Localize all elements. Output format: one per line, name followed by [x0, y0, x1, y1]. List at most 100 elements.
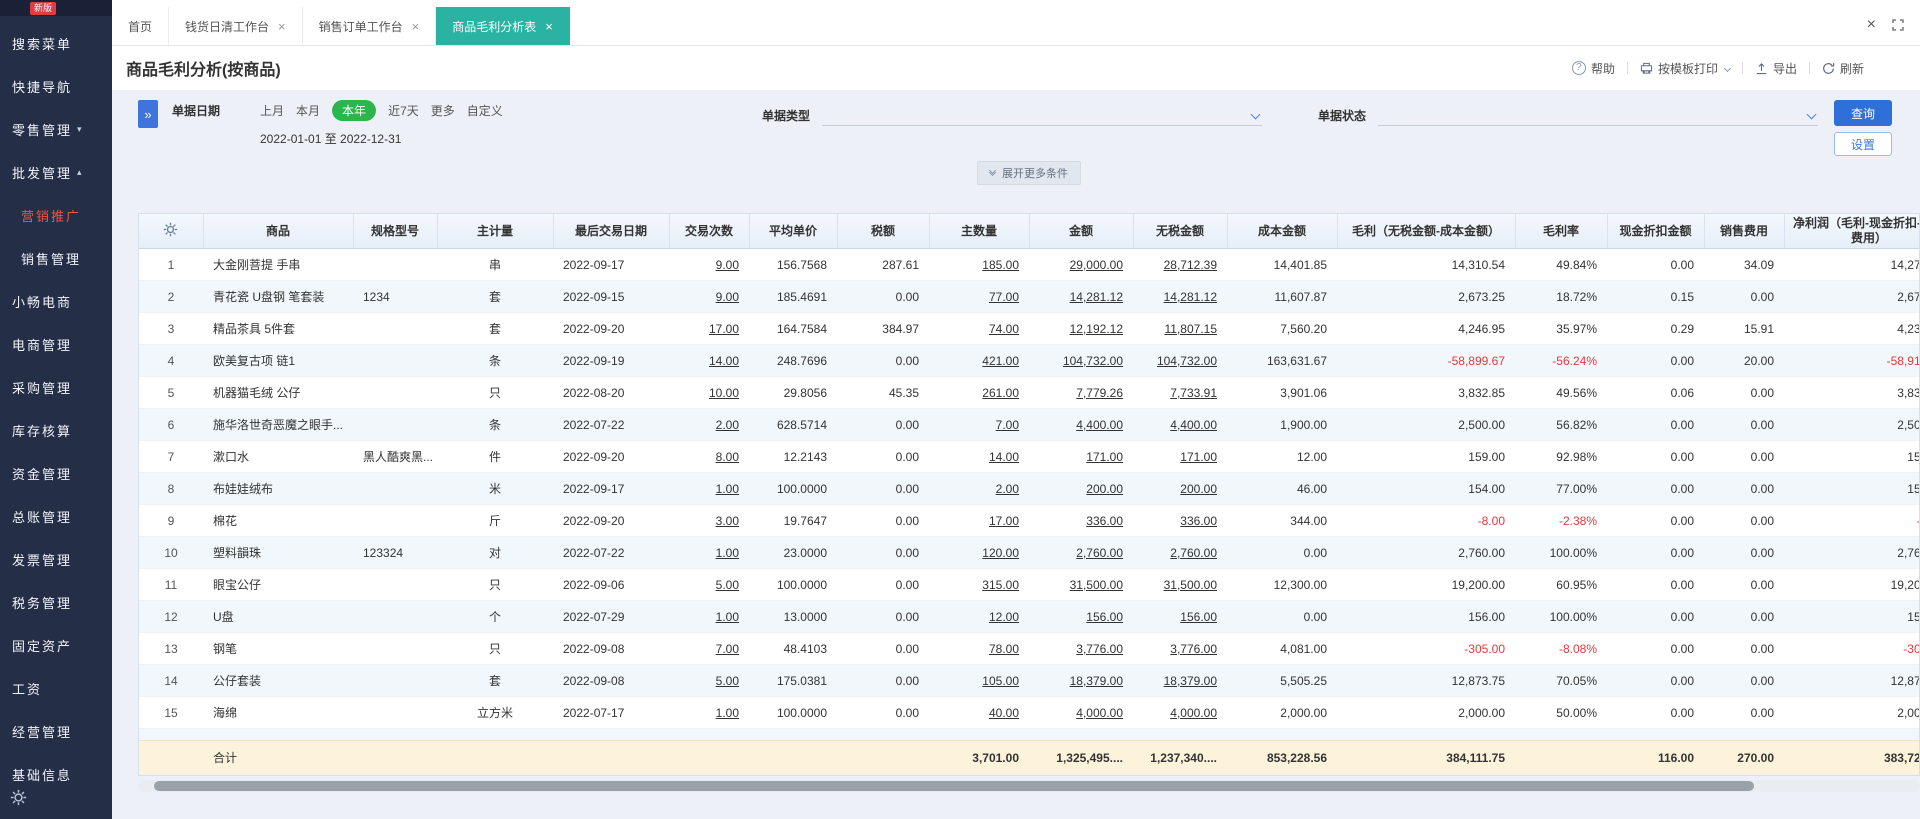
cell-qty[interactable]: 78.00 [929, 632, 1029, 665]
sidebar-item-quick-nav[interactable]: 快捷导航 [0, 65, 112, 108]
cell-untaxed-amount[interactable]: 336.00 [1133, 504, 1227, 537]
cell-amount[interactable]: 2,760.00 [1029, 536, 1133, 569]
settings-button[interactable]: 设置 [1834, 132, 1892, 156]
sidebar-item-wholesale-mgmt[interactable]: 批发管理 ▴ [0, 151, 112, 194]
cell-trade-count[interactable]: 7.00 [669, 632, 749, 665]
table-row[interactable]: 8 布娃娃绒布米 2022-09-17 1.00 100.0000 0.00 2.00 200… [139, 472, 1919, 505]
table-row[interactable]: 15 海绵 立方米 2022-07-17 1.00 100.0000 0.00 40.00 4,… [139, 696, 1919, 729]
cell-qty[interactable]: 7.00 [929, 408, 1029, 441]
sidebar-item-tax-mgmt[interactable]: 税务管理 [0, 581, 112, 624]
cell-untaxed-amount[interactable]: 2,760.00 [1133, 536, 1227, 569]
refresh-button[interactable]: 刷新 [1822, 60, 1864, 77]
sidebar-item-sales-mgmt[interactable]: 销售管理 [0, 237, 112, 280]
col-header-cost[interactable]: 成本金额 [1227, 214, 1338, 249]
sidebar-item-retail-mgmt[interactable]: 零售管理 ▾ [0, 108, 112, 151]
doc-status-select[interactable] [1378, 104, 1818, 126]
quick-date-option-本年[interactable]: 本年 [332, 100, 377, 121]
cell-trade-count[interactable]: 1.00 [669, 536, 749, 569]
table-row[interactable]: 10 塑料韻珠 123324 对 2022-07-22 1.00 23.0000 0.00 12… [139, 536, 1919, 569]
cell-qty[interactable]: 77.00 [929, 280, 1029, 313]
cell-trade-count[interactable]: 10.00 [669, 376, 749, 409]
tab-sales-order-workbench[interactable]: 销售订单工作台 × [302, 7, 437, 45]
sidebar-item-ecommerce-mgmt[interactable]: 电商管理 [0, 323, 112, 366]
sidebar-item-funds-mgmt[interactable]: 资金管理 [0, 452, 112, 495]
cell-qty[interactable]: 120.00 [929, 536, 1029, 569]
cell-untaxed-amount[interactable]: 14,281.12 [1133, 280, 1227, 313]
col-header-trade-count[interactable]: 交易次数 [669, 214, 750, 249]
cell-qty[interactable]: 315.00 [929, 568, 1029, 601]
tab-daily-clearing-workbench[interactable]: 钱货日清工作台 × [169, 7, 303, 45]
fullscreen-icon[interactable] [1892, 19, 1904, 31]
cell-trade-count[interactable]: 1.00 [669, 696, 749, 729]
cell-amount[interactable]: 336.00 [1029, 504, 1133, 537]
cell-qty[interactable]: 185.00 [929, 248, 1029, 281]
query-button[interactable]: 查询 [1834, 100, 1892, 126]
cell-qty[interactable]: 14.00 [929, 440, 1029, 473]
cell-trade-count[interactable]: 17.00 [669, 312, 749, 345]
cell-trade-count[interactable]: 14.00 [669, 344, 749, 377]
cell-untaxed-amount[interactable]: 200.00 [1133, 472, 1227, 505]
col-header-last-trade-date[interactable]: 最后交易日期 [553, 214, 670, 249]
cell-untaxed-amount[interactable]: 3,776.00 [1133, 632, 1227, 665]
table-row[interactable]: 6 施华洛世奇恶魔之眼手... 条 2022-07-22 2.00 628.5714 0.0… [139, 408, 1919, 441]
col-header-net-profit[interactable]: 净利润（毛利-现金折扣-销售费用） [1784, 214, 1919, 249]
table-row[interactable]: 13 钢笔只 2022-09-08 7.00 48.4103 0.00 78.00 3,776… [139, 632, 1919, 665]
doc-type-select[interactable] [822, 104, 1262, 126]
close-tab-icon[interactable]: × [1866, 16, 1876, 33]
table-row[interactable]: 7 漱口水 黑人酷爽黑... 件 2022-09-20 8.00 12.2143 0.00 14… [139, 440, 1919, 473]
sidebar-item-payroll[interactable]: 工资 [0, 667, 112, 710]
sidebar-item-inventory-accounting[interactable]: 库存核算 [0, 409, 112, 452]
col-header-cash-discount[interactable]: 现金折扣金额 [1607, 214, 1705, 249]
sidebar-item-invoice-mgmt[interactable]: 发票管理 [0, 538, 112, 581]
horizontal-scrollbar[interactable] [138, 780, 1920, 792]
tab-close-icon[interactable]: × [411, 18, 420, 34]
col-header-unit[interactable]: 主计量 [437, 214, 554, 249]
quick-date-option-更多[interactable]: 更多 [430, 104, 455, 118]
cell-trade-count[interactable]: 3.00 [669, 504, 749, 537]
cell-amount[interactable]: 12,192.12 [1029, 312, 1133, 345]
scrollbar-thumb[interactable] [154, 781, 1754, 791]
cell-amount[interactable]: 156.00 [1029, 600, 1133, 633]
quick-date-option-近7天[interactable]: 近7天 [388, 104, 419, 118]
table-row[interactable]: 1 大金刚菩提 手串 串 2022-09-17 9.00 156.7568 287.61 18… [139, 248, 1919, 281]
col-header-untaxed-amount[interactable]: 无税金额 [1133, 214, 1228, 249]
col-header-sales-expense[interactable]: 销售费用 [1704, 214, 1785, 249]
quick-date-option-自定义[interactable]: 自定义 [466, 104, 503, 118]
cell-trade-count[interactable]: 2.00 [669, 408, 749, 441]
cell-amount[interactable]: 4,000.00 [1029, 696, 1133, 729]
table-row[interactable]: 4 欧美复古项 链1 条 2022-09-19 14.00 248.7696 0.00 421… [139, 344, 1919, 377]
table-row[interactable]: 3 精品茶具 5件套套 2022-09-20 17.00 164.7584 384.97 7… [139, 312, 1919, 345]
col-header-qty[interactable]: 主数量 [929, 214, 1030, 249]
print-by-template-button[interactable]: 按模板打印 [1640, 60, 1732, 77]
cell-untaxed-amount[interactable]: 7,733.91 [1133, 376, 1227, 409]
cell-untaxed-amount[interactable]: 31,500.00 [1133, 568, 1227, 601]
sidebar-item-xiaochang-ecommerce[interactable]: 小畅电商 [0, 280, 112, 323]
cell-amount[interactable]: 18,379.00 [1029, 664, 1133, 697]
cell-untaxed-amount[interactable]: 11,807.15 [1133, 312, 1227, 345]
collapse-filters-button[interactable]: » [138, 100, 158, 128]
col-header-gross-margin[interactable]: 毛利率 [1515, 214, 1608, 249]
cell-trade-count[interactable]: 1.00 [669, 600, 749, 633]
cell-amount[interactable]: 200.00 [1029, 472, 1133, 505]
cell-amount[interactable]: 3,776.00 [1029, 632, 1133, 665]
cell-qty[interactable]: 421.00 [929, 344, 1029, 377]
cell-qty[interactable]: 2.00 [929, 472, 1029, 505]
cell-trade-count[interactable]: 9.00 [669, 248, 749, 281]
col-header-avg-price[interactable]: 平均单价 [749, 214, 838, 249]
tab-home[interactable]: 首页 [112, 7, 170, 45]
cell-untaxed-amount[interactable]: 4,000.00 [1133, 696, 1227, 729]
cell-qty[interactable]: 74.00 [929, 312, 1029, 345]
quick-date-option-上月[interactable]: 上月 [260, 104, 285, 118]
sidebar-item-purchase-mgmt[interactable]: 采购管理 [0, 366, 112, 409]
cell-untaxed-amount[interactable]: 28,712.39 [1133, 248, 1227, 281]
table-row[interactable]: 2 青花瓷 U盘钢 笔套装 1234 套 2022-09-15 9.00 185.4691 0… [139, 280, 1919, 313]
help-button[interactable]: ? 帮助 [1571, 60, 1615, 77]
tab-gross-profit-analysis[interactable]: 商品毛利分析表 × [436, 7, 570, 45]
sidebar-item-marketing-promo[interactable]: 营销推广 [0, 194, 112, 237]
sidebar-item-fixed-assets[interactable]: 固定资产 [0, 624, 112, 667]
cell-qty[interactable]: 261.00 [929, 376, 1029, 409]
table-row[interactable]: 9 棉花斤 2022-09-20 3.00 19.7647 0.00 17.00 336.00… [139, 504, 1919, 537]
cell-qty[interactable]: 40.00 [929, 696, 1029, 729]
table-row[interactable]: 14 公仔套装套 2022-09-08 5.00 175.0381 0.00 105.00 1… [139, 664, 1919, 697]
cell-untaxed-amount[interactable]: 171.00 [1133, 440, 1227, 473]
